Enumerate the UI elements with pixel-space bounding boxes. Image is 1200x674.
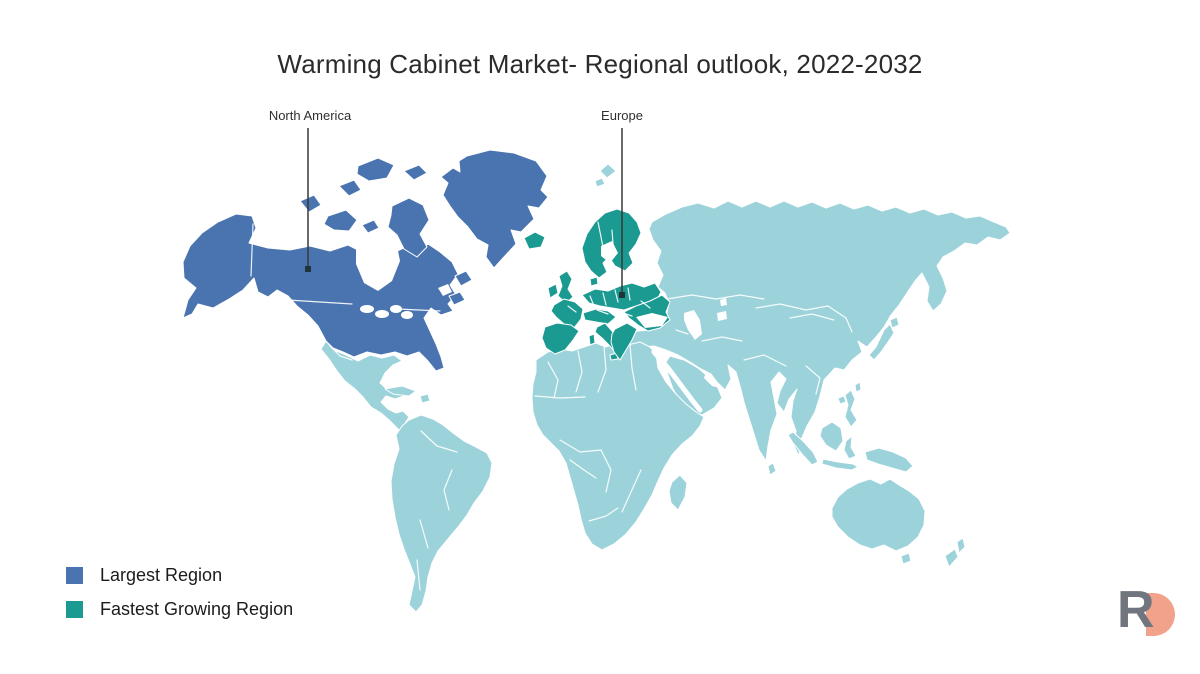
legend-swatch-largest-region [66,567,83,584]
legend-label-fastest-growing-region: Fastest Growing Region [100,599,294,619]
legend: Largest Region Fastest Growing Region [66,565,293,633]
legend-item-largest-region: Largest Region [66,565,293,586]
pointer-dot-north-america [305,266,311,272]
logo-letter-r: R [1117,581,1155,639]
map-other-regions [320,163,1011,613]
pointer-dot-europe [619,292,625,298]
legend-item-fastest-growing-region: Fastest Growing Region [66,599,293,620]
page-title: Warming Cabinet Market- Regional outlook… [277,49,923,79]
annotation-label-europe: Europe [601,108,643,123]
legend-swatch-fastest-growing-region [66,601,83,618]
brand-logo: R [1117,584,1177,637]
map-country-borders [250,221,853,591]
legend-label-largest-region: Largest Region [100,565,223,585]
annotation-label-north-america: North America [268,108,352,123]
map-water-bodies [356,231,924,413]
annotation-pointers [305,128,625,298]
